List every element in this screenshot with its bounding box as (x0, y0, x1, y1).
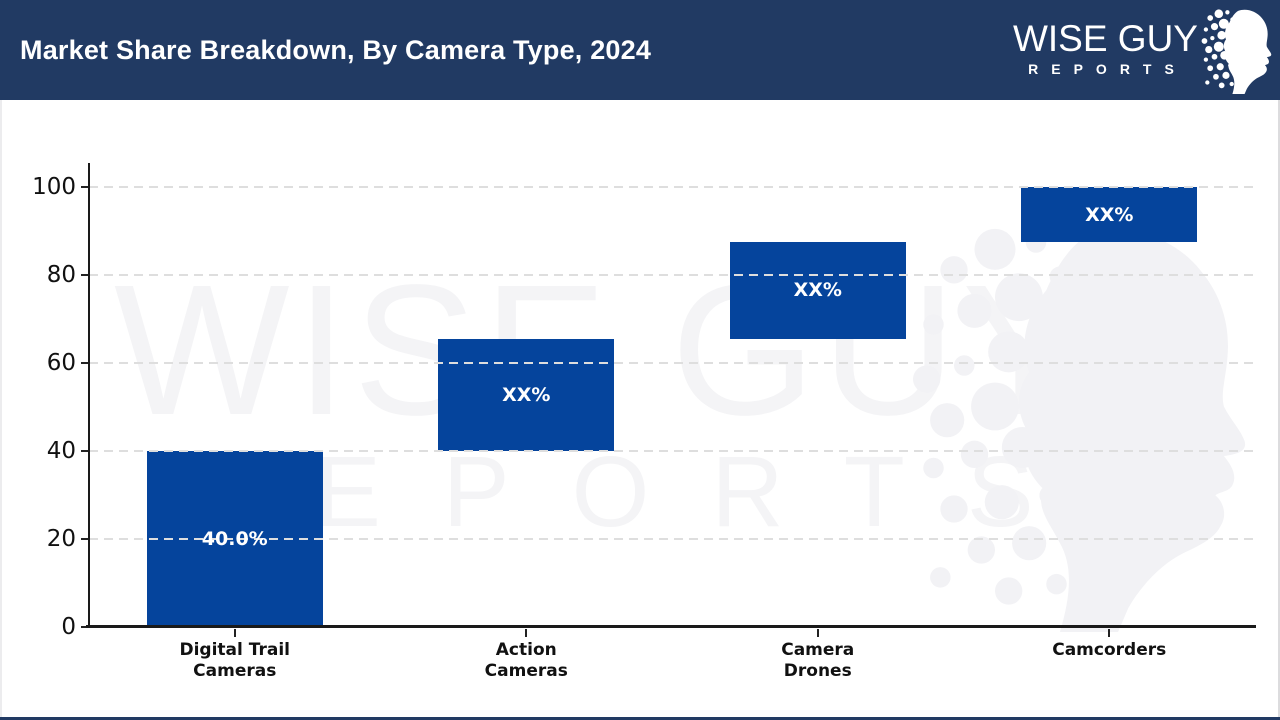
y-tick-mark (81, 274, 89, 276)
bar-value-label-digital-trail-cameras: 40.0% (201, 528, 268, 550)
header: Market Share Breakdown, By Camera Type, … (0, 0, 1280, 100)
y-tick-mark (81, 186, 89, 188)
x-tick-mark (816, 629, 819, 637)
y-tick-label: 40 (46, 438, 76, 464)
y-tick-mark (81, 538, 89, 540)
bar-value-label-camera-drones: XX% (793, 279, 842, 302)
x-tick-mark (525, 629, 528, 637)
y-tick-mark (81, 450, 89, 452)
bar-action-cameras (438, 338, 615, 451)
x-tick-mark (233, 629, 236, 637)
chart-area: WISE GUY REPORTS 0 20 40 60 80 100 40.0% Digita… (0, 100, 1280, 717)
x-tick-label-camcorders: Camcorders (1052, 640, 1167, 660)
y-axis-line (88, 163, 90, 628)
y-tick-label: 20 (46, 526, 76, 552)
gridline-y-80 (89, 274, 1255, 276)
x-tick-mark (1108, 629, 1111, 637)
x-axis-line (86, 625, 1256, 628)
x-tick-label-camera-drones: Camera Drones (781, 640, 855, 681)
logo-text: WISE GUY REPORTS (1013, 20, 1198, 77)
bar-value-label-camcorders: XX% (1085, 203, 1134, 226)
gridline-y-60 (89, 362, 1255, 364)
y-tick-label: 80 (46, 262, 76, 288)
bar-camcorders (1021, 187, 1198, 242)
chart-title: Market Share Breakdown, By Camera Type, … (20, 34, 652, 65)
y-tick-label: 100 (32, 174, 76, 200)
y-tick-label: 60 (46, 350, 76, 376)
gridline-y-100 (89, 186, 1255, 188)
bar-value-label-action-cameras: XX% (502, 383, 551, 406)
y-tick-mark (81, 362, 89, 364)
gridline-y-40 (89, 450, 1255, 452)
x-tick-label-digital-trail-cameras: Digital Trail Cameras (179, 640, 291, 681)
y-tick-mark (81, 626, 89, 628)
x-tick-label-action-cameras: Action Cameras (484, 640, 568, 681)
wise-guy-reports-logo: WISE GUY REPORTS (1013, 6, 1268, 94)
gridline-y-20 (89, 538, 1255, 540)
logo-wordmark: WISE GUY (1012, 18, 1198, 59)
bar-camera-drones (729, 242, 906, 339)
y-tick-label: 0 (61, 614, 76, 640)
footer-bar (0, 717, 1280, 720)
logo-subtitle: REPORTS (1028, 61, 1187, 77)
